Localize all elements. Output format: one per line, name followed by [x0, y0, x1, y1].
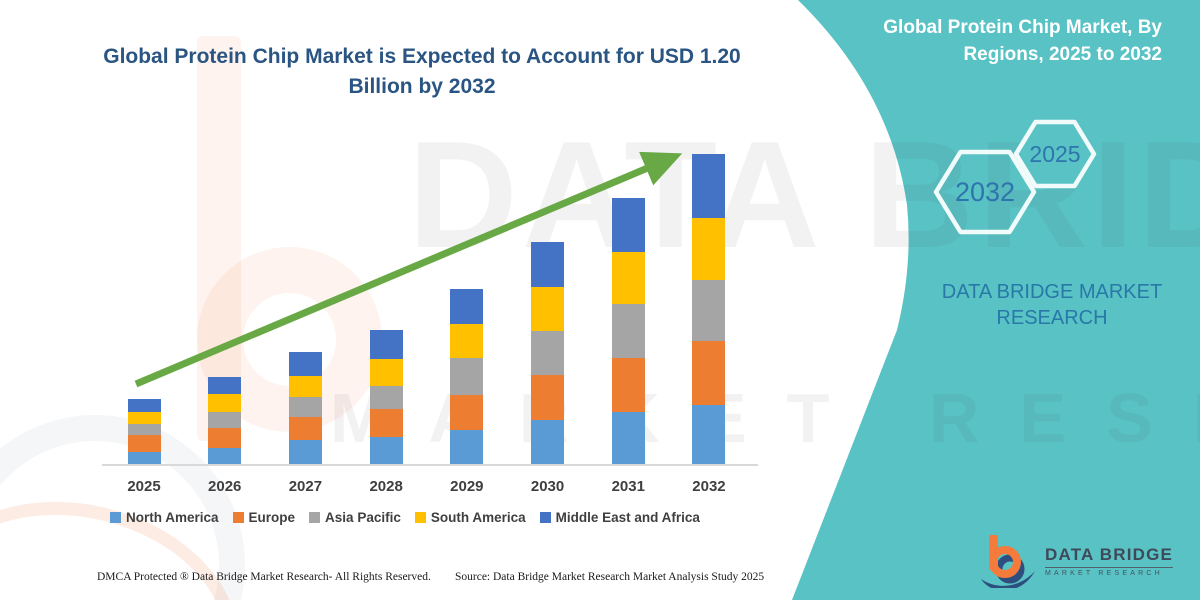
databridge-logo: DATA BRIDGE MARKET RESEARCH — [980, 534, 1174, 588]
bar-segment-middle-east-and-africa — [208, 376, 242, 395]
legend-swatch — [232, 512, 244, 523]
bar-segment-asia-pacific — [369, 386, 403, 410]
x-axis-label-2032: 2032 — [692, 478, 726, 495]
bar-segment-asia-pacific — [288, 396, 322, 417]
bar-segment-south-america — [531, 286, 565, 331]
bar-segment-asia-pacific — [611, 304, 645, 358]
legend-swatch — [414, 512, 426, 523]
bar-segment-asia-pacific — [531, 330, 565, 376]
x-axis-line — [102, 464, 758, 466]
bar-segment-asia-pacific — [127, 424, 161, 436]
bar-segment-europe — [288, 416, 322, 441]
logo-subname: MARKET RESEARCH — [1045, 570, 1163, 577]
bar-segment-south-america — [692, 218, 726, 281]
hexagon-2032-label: 2032 — [955, 177, 1015, 207]
bar-segment-north-america — [692, 404, 726, 465]
bar-segment-middle-east-and-africa — [127, 398, 161, 412]
legend-swatch — [110, 512, 121, 523]
legend-label: Asia Pacific — [325, 510, 401, 525]
legend-swatch — [309, 512, 321, 523]
legend-item-europe: Europe — [232, 510, 296, 525]
x-axis-label-2027: 2027 — [288, 478, 323, 495]
bar-segment-south-america — [369, 358, 403, 386]
bar-segment-europe — [611, 357, 645, 412]
chart-legend: North America Europe Asia Pacific South Ame… — [110, 510, 700, 525]
panel-heading: Global Protein Chip Market, By Regions, … — [883, 17, 1162, 65]
legend-item-asia-pacific: Asia Pacific — [309, 510, 401, 525]
legend-label: Europe — [248, 510, 296, 525]
legend-label: North America — [126, 510, 219, 525]
logo-name: DATA BRIDGE — [1045, 545, 1174, 564]
databridge-logo-icon — [981, 535, 1035, 588]
bar-segment-middle-east-and-africa — [611, 198, 645, 252]
bar-segment-south-america — [127, 411, 161, 425]
x-axis-label-2026: 2026 — [208, 478, 242, 495]
bar-segment-europe — [369, 409, 403, 437]
hexagon-2032 — [933, 149, 1037, 235]
bar-segment-asia-pacific — [208, 411, 242, 429]
hexagon-2025-label: 2025 — [1029, 141, 1080, 167]
bar-segment-north-america — [369, 436, 403, 465]
bar-segment-middle-east-and-africa — [692, 154, 726, 219]
bar-segment-north-america — [531, 420, 565, 465]
x-axis-label-2028: 2028 — [369, 478, 403, 495]
bar-segment-europe — [127, 435, 161, 453]
footer-source-text: Source: Data Bridge Market Research Mark… — [455, 571, 765, 583]
x-axis-label-2025: 2025 — [127, 478, 161, 495]
legend-swatch — [539, 512, 551, 523]
legend-label: Middle East and Africa — [555, 510, 700, 525]
bar-segment-north-america — [450, 430, 484, 465]
bar-segment-south-america — [288, 375, 322, 397]
hexagon-2025 — [1013, 119, 1097, 189]
bar-segment-north-america — [611, 411, 645, 465]
bar-segment-middle-east-and-africa — [288, 351, 322, 376]
bar-segment-south-america — [450, 323, 484, 359]
bar-segment-middle-east-and-africa — [531, 242, 565, 287]
legend-item-north-america: North America — [110, 510, 219, 525]
bar-segment-south-america — [611, 251, 645, 305]
year-hexagons: 2032 2025 — [933, 119, 1097, 235]
x-axis-label-2031: 2031 — [611, 478, 645, 495]
legend-label: South America — [430, 510, 526, 525]
bar-segment-asia-pacific — [450, 358, 484, 396]
panel-brand-text: DATA BRIDGE MARKET RESEARCH — [918, 279, 1186, 331]
bar-segment-europe — [531, 375, 565, 421]
x-axis-label-2029: 2029 — [450, 478, 484, 495]
logo-divider — [1045, 567, 1174, 568]
bar-segment-south-america — [208, 394, 242, 412]
bar-segment-north-america — [127, 452, 161, 465]
bar-segment-north-america — [208, 448, 242, 465]
panel-brand-line2: RESEARCH — [996, 307, 1108, 329]
x-axis-label-2030: 2030 — [530, 478, 565, 495]
bar-segment-europe — [692, 340, 726, 405]
panel-brand-line1: DATA BRIDGE MARKET — [941, 281, 1163, 303]
footer-dmca-text: DMCA Protected ® Data Bridge Market Rese… — [97, 571, 431, 583]
legend-item-middle-east-and-africa: Middle East and Africa — [539, 510, 700, 525]
bar-segment-europe — [208, 428, 242, 449]
bar-segment-europe — [450, 395, 484, 431]
bar-segment-middle-east-and-africa — [369, 330, 403, 359]
bar-segment-asia-pacific — [692, 280, 726, 341]
bar-segment-north-america — [288, 440, 322, 465]
legend-item-south-america: South America — [414, 510, 526, 525]
bar-segment-middle-east-and-africa — [450, 288, 484, 324]
chart-title: Global Protein Chip Market is Expected t… — [103, 45, 741, 98]
teal-panel-shape — [792, 0, 1200, 600]
